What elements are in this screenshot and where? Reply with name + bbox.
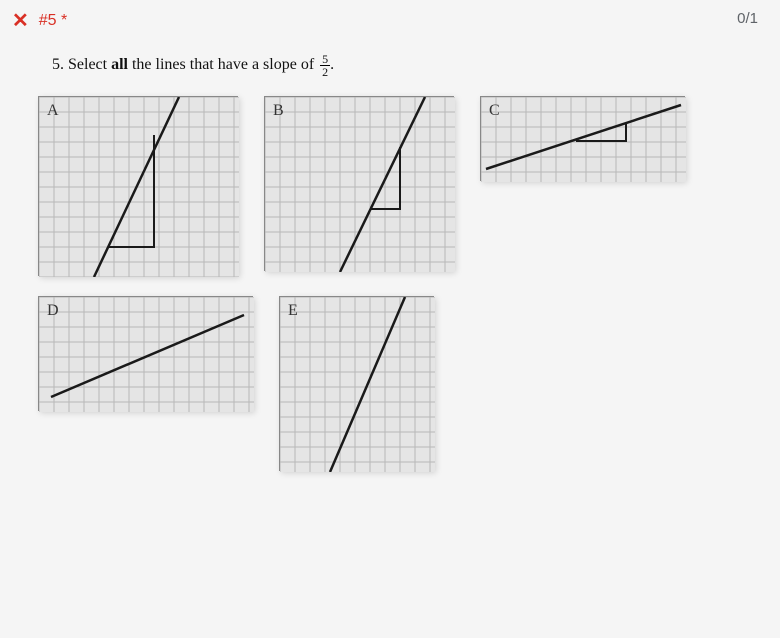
graph-svg-c: C <box>481 97 686 182</box>
graph-a[interactable]: A <box>38 96 238 276</box>
question-period: . <box>330 56 334 73</box>
row-2: D E <box>38 296 760 471</box>
graph-svg-a: A <box>39 97 239 277</box>
graph-label: D <box>47 302 59 319</box>
graphs-container: A B C D E <box>0 86 780 501</box>
question-number: 5. <box>52 56 64 73</box>
graph-label: C <box>489 102 500 119</box>
row-1: A B C <box>38 96 760 276</box>
graph-c[interactable]: C <box>480 96 685 181</box>
graph-label: A <box>47 102 59 119</box>
question-text-area: 5. Select all the lines that have a slop… <box>0 37 780 86</box>
graph-label: B <box>273 102 284 119</box>
question-prefix: Select <box>68 56 111 73</box>
slope-fraction: 52 <box>320 53 330 78</box>
question-bold: all <box>111 56 128 73</box>
question-header: ✕ #5 * 0/1 <box>0 0 780 37</box>
question-suffix: the lines that have a slope of <box>128 56 318 73</box>
score-label: 0/1 <box>737 10 758 27</box>
graph-svg-e: E <box>280 297 435 472</box>
close-icon[interactable]: ✕ <box>12 8 29 33</box>
fraction-denominator: 2 <box>320 66 330 78</box>
question-number-label: #5 * <box>39 12 67 30</box>
question-text: 5. Select all the lines that have a slop… <box>52 53 750 78</box>
graph-svg-b: B <box>265 97 455 272</box>
graph-b[interactable]: B <box>264 96 454 271</box>
graph-d[interactable]: D <box>38 296 253 411</box>
graph-e[interactable]: E <box>279 296 434 471</box>
graph-svg-d: D <box>39 297 254 412</box>
graph-label: E <box>288 302 298 319</box>
